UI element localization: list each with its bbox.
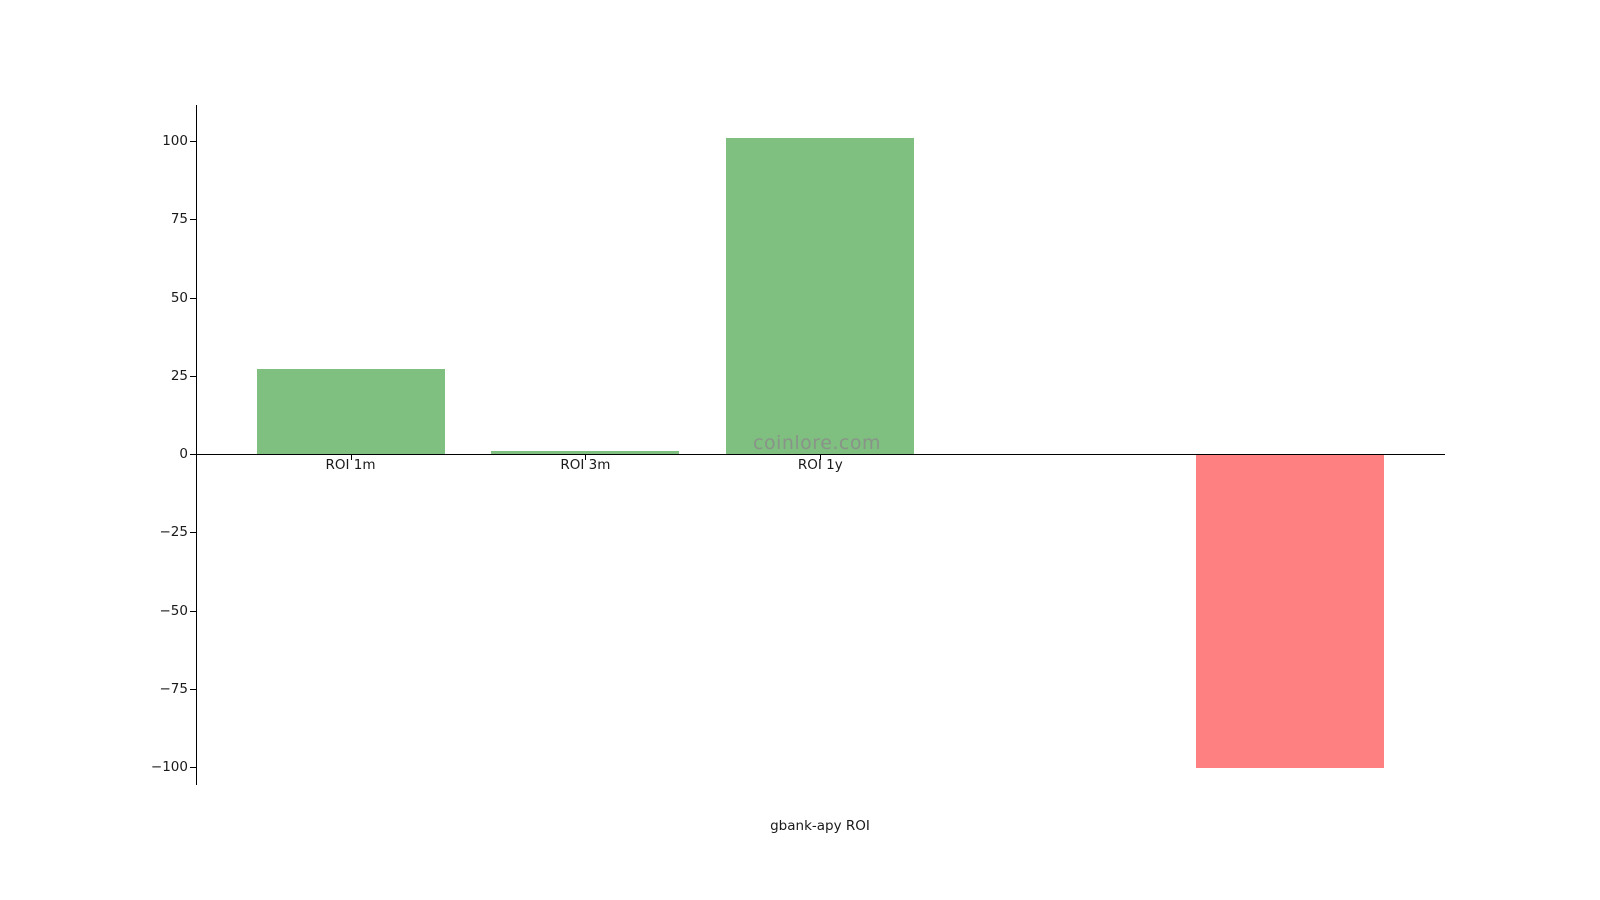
x-tick-label-roi-1y: ROI 1y — [797, 457, 843, 473]
x-tick-label-roi-3m: ROI 3m — [560, 457, 611, 473]
y-tick-label: 25 — [170, 367, 188, 384]
y-tick-label: 50 — [170, 289, 188, 306]
x-tick-mark — [585, 455, 587, 460]
y-tick-mark — [190, 767, 196, 768]
y-tick-label: 100 — [162, 133, 188, 149]
y-tick-mark — [190, 297, 196, 299]
bar-unlabeled-negative — [1196, 455, 1385, 768]
bar-roi-1y — [726, 137, 915, 454]
y-tick-label: −75 — [159, 680, 189, 697]
bar-roi-1m — [256, 369, 445, 454]
y-tick-mark — [190, 141, 196, 142]
zero-baseline — [196, 454, 1445, 455]
x-axis-title: gbank-apy ROI — [770, 818, 870, 834]
y-tick-label: 0 — [179, 446, 188, 462]
y-tick-label: −100 — [150, 759, 188, 775]
y-tick-mark — [190, 688, 196, 690]
x-tick-mark — [820, 455, 822, 460]
watermark-text: coinlore.com — [753, 432, 881, 454]
x-tick-label-roi-1m: ROI 1m — [325, 457, 376, 473]
x-tick-mark — [350, 455, 352, 460]
y-tick-mark — [190, 454, 196, 455]
y-tick-label: 75 — [170, 211, 188, 228]
y-tick-label: −50 — [159, 602, 189, 619]
y-axis-spine — [196, 105, 197, 785]
y-tick-mark — [190, 610, 196, 612]
y-tick-mark — [190, 532, 196, 534]
bar-roi-3m — [491, 450, 680, 454]
y-tick-label: −25 — [159, 524, 189, 541]
y-tick-mark — [190, 219, 196, 221]
y-tick-mark — [190, 375, 196, 377]
